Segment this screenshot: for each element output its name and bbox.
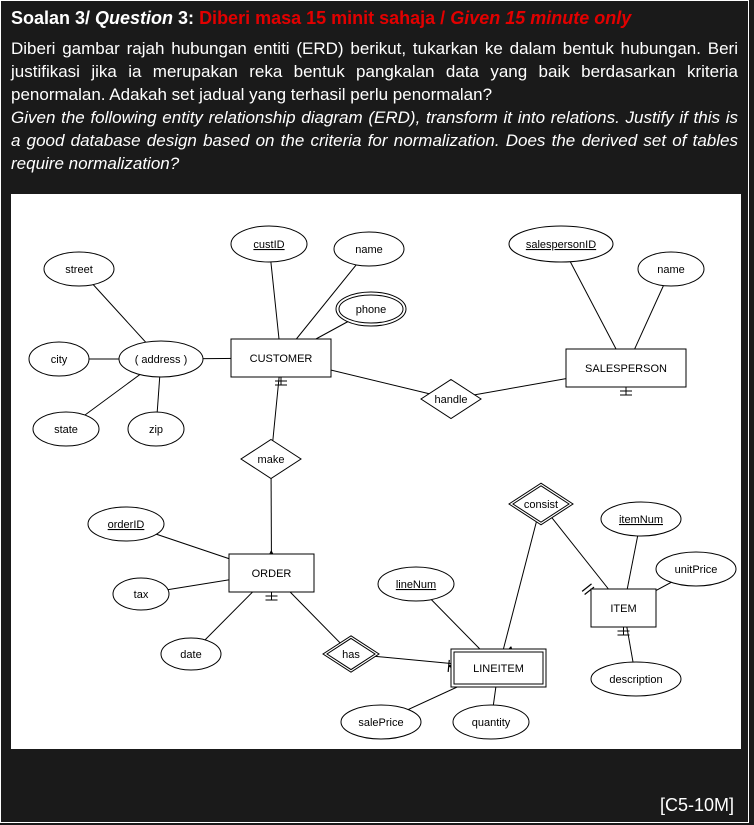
svg-text:phone: phone: [356, 304, 387, 316]
question-body-bm: Diberi gambar rajah hubungan entiti (ERD…: [11, 38, 738, 107]
svg-text:state: state: [54, 424, 78, 436]
question-title-line: Soalan 3/ Question 3: Diberi masa 15 min…: [11, 7, 738, 30]
svg-text:make: make: [258, 454, 285, 466]
svg-text:itemNum: itemNum: [619, 514, 663, 526]
svg-text:salespersonID: salespersonID: [526, 239, 596, 251]
label-en: Question: [90, 8, 178, 28]
svg-text:has: has: [342, 649, 360, 661]
question-number: 3:: [178, 8, 199, 28]
svg-text:consist: consist: [524, 499, 558, 511]
svg-text:quantity: quantity: [472, 717, 511, 729]
svg-text:date: date: [180, 649, 201, 661]
erd-diagram: make handle has consist CUSTOMER ORDER SALESPE…: [11, 194, 741, 749]
svg-text:unitPrice: unitPrice: [675, 564, 718, 576]
svg-text:ORDER: ORDER: [252, 568, 292, 580]
svg-text:custID: custID: [253, 239, 284, 251]
label-bm: Soalan 3/: [11, 8, 90, 28]
svg-text:CUSTOMER: CUSTOMER: [250, 353, 313, 365]
svg-text:ITEM: ITEM: [610, 603, 636, 615]
svg-text:orderID: orderID: [108, 519, 145, 531]
svg-text:name: name: [355, 244, 383, 256]
question-header: Soalan 3/ Question 3: Diberi masa 15 min…: [1, 1, 748, 186]
svg-text:city: city: [51, 354, 68, 366]
svg-text:salePrice: salePrice: [358, 717, 403, 729]
svg-text:lineNum: lineNum: [396, 579, 436, 591]
question-body-en: Given the following entity relationship …: [11, 107, 738, 176]
marks-label: [C5-10M]: [660, 795, 734, 816]
question-container: Soalan 3/ Question 3: Diberi masa 15 min…: [0, 0, 749, 823]
svg-text:LINEITEM: LINEITEM: [473, 663, 524, 675]
svg-text:SALESPERSON: SALESPERSON: [585, 363, 667, 375]
svg-text:handle: handle: [434, 394, 467, 406]
svg-text:description: description: [609, 674, 662, 686]
time-bm: Diberi masa 15 minit sahaja /: [199, 8, 450, 28]
svg-text:street: street: [65, 264, 93, 276]
time-en: Given 15 minute only: [450, 8, 631, 28]
svg-text:zip: zip: [149, 424, 163, 436]
svg-text:( address ): ( address ): [135, 354, 188, 366]
svg-text:tax: tax: [134, 589, 149, 601]
svg-text:name: name: [657, 264, 685, 276]
